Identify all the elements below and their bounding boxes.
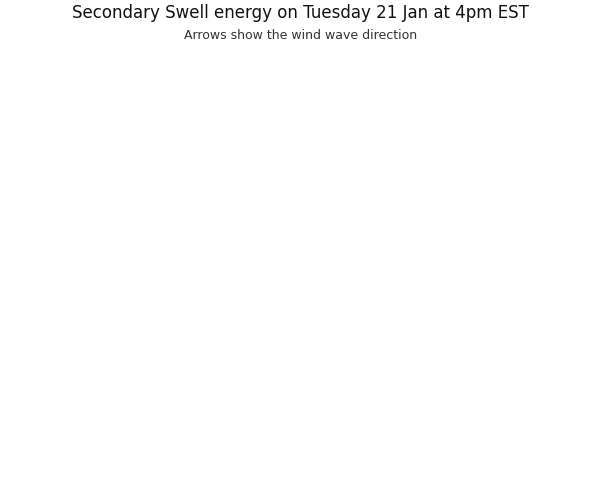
Text: Arrows show the wind wave direction: Arrows show the wind wave direction <box>184 29 417 42</box>
Text: Secondary Swell energy on Tuesday 21 Jan at 4pm EST: Secondary Swell energy on Tuesday 21 Jan… <box>72 4 529 22</box>
Text: cartopy required: cartopy required <box>231 258 370 276</box>
